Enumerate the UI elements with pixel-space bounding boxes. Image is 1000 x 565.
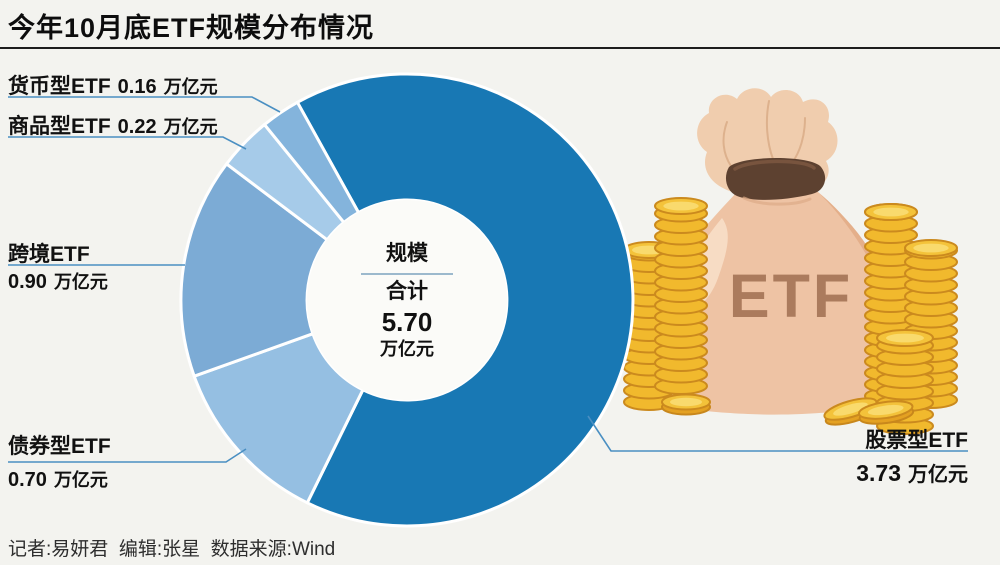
title-divider (0, 47, 1000, 49)
center-total-line1: 规模 (386, 242, 428, 265)
label-currency-name: 货币型ETF (8, 75, 111, 98)
credits-line: 记者:易妍君 编辑:张星 数据来源:Wind (8, 539, 336, 560)
leader-line-commodity (8, 136, 247, 150)
page-title: 今年10月底ETF规模分布情况 (8, 13, 375, 43)
label-commodity-name: 商品型ETF (8, 115, 111, 138)
label-bond-etf: 债券型ETF (8, 430, 111, 460)
label-stock-value-row: 3.73 万亿元 (856, 458, 968, 487)
gold-coin-tilted-right (857, 400, 915, 425)
leader-lines (8, 96, 968, 463)
label-currency-etf: 货币型ETF 0.16 万亿元 (8, 70, 218, 100)
donut-hole (307, 200, 507, 400)
leader-line-currency (8, 96, 281, 113)
label-bond-value: 0.70 (8, 469, 47, 491)
label-commodity-value: 0.22 (117, 116, 157, 138)
center-total-value: 5.70 (381, 306, 433, 337)
label-stock-unit: 万亿元 (908, 464, 968, 486)
label-crossborder-etf: 跨境ETF (8, 238, 90, 268)
label-bond-name: 债券型ETF (8, 435, 111, 458)
label-currency-value: 0.16 (117, 76, 157, 98)
label-commodity-unit: 万亿元 (163, 117, 218, 137)
leader-line-stock (587, 415, 968, 452)
label-crossborder-name: 跨境ETF (8, 243, 90, 266)
center-divider-line (361, 273, 453, 276)
center-total-unit: 万亿元 (380, 339, 434, 359)
leader-line-bond (8, 448, 247, 463)
knot-highlight (733, 159, 816, 171)
money-bag-illustration: ETF (623, 88, 958, 435)
center-total-line2: 合计 (386, 280, 428, 304)
label-commodity-etf: 商品型ETF 0.22 万亿元 (8, 110, 218, 140)
neck-shadow (742, 196, 812, 206)
label-currency-unit: 万亿元 (163, 77, 218, 97)
label-bond-unit: 万亿元 (53, 470, 108, 490)
bag-etf-text: ETF (729, 262, 853, 330)
label-crossborder-value-row: 0.90 万亿元 (8, 268, 108, 294)
coin-stack (654, 197, 708, 395)
label-crossborder-unit: 万亿元 (53, 272, 108, 292)
label-bond-value-row: 0.70 万亿元 (8, 466, 108, 492)
label-stock-name: 股票型ETF (865, 429, 968, 452)
label-crossborder-value: 0.90 (8, 271, 47, 293)
donut-center-total: 规模 合计 5.70 万亿元 (317, 241, 497, 361)
money-bag-knot (725, 158, 826, 200)
label-stock-value: 3.73 (856, 460, 901, 486)
gold-coin-flat (661, 393, 711, 416)
label-stock-etf: 股票型ETF (865, 424, 968, 454)
